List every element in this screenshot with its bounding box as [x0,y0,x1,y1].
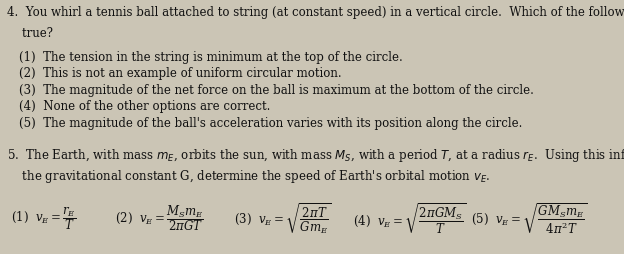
Text: (5)  The magnitude of the ball's acceleration varies with its position along the: (5) The magnitude of the ball's accelera… [19,117,522,130]
Text: $(4)\ \ v_E = \sqrt{\dfrac{2\pi GM_S}{T}}$: $(4)\ \ v_E = \sqrt{\dfrac{2\pi GM_S}{T}… [353,201,466,236]
Text: $(5)\ \ v_E = \sqrt{\dfrac{GM_S m_E}{4\pi^2 T}}$: $(5)\ \ v_E = \sqrt{\dfrac{GM_S m_E}{4\p… [471,201,588,236]
Text: 4.  You whirl a tennis ball attached to string (at constant speed) in a vertical: 4. You whirl a tennis ball attached to s… [7,6,624,19]
Text: (3)  The magnitude of the net force on the ball is maximum at the bottom of the : (3) The magnitude of the net force on th… [19,84,534,97]
Text: the gravitational constant G, determine the speed of Earth's orbital motion $v_E: the gravitational constant G, determine … [7,168,491,185]
Text: 5.  The Earth, with mass $m_E$, orbits the sun, with mass $M_S$, with a period $: 5. The Earth, with mass $m_E$, orbits th… [7,147,624,164]
Text: true?: true? [7,27,54,40]
Text: $(3)\ \ v_E = \sqrt{\dfrac{2\pi T}{Gm_E}}$: $(3)\ \ v_E = \sqrt{\dfrac{2\pi T}{Gm_E}… [234,201,332,236]
Text: (2)  This is not an example of uniform circular motion.: (2) This is not an example of uniform ci… [19,67,341,80]
Text: $(2)\ \ v_E = \dfrac{M_S m_E}{2\pi GT}$: $(2)\ \ v_E = \dfrac{M_S m_E}{2\pi GT}$ [115,203,204,233]
Text: (4)  None of the other options are correct.: (4) None of the other options are correc… [19,100,270,113]
Text: $(1)\ \ v_E = \dfrac{r_E}{T}$: $(1)\ \ v_E = \dfrac{r_E}{T}$ [11,205,77,232]
Text: (1)  The tension in the string is minimum at the top of the circle.: (1) The tension in the string is minimum… [19,51,402,64]
